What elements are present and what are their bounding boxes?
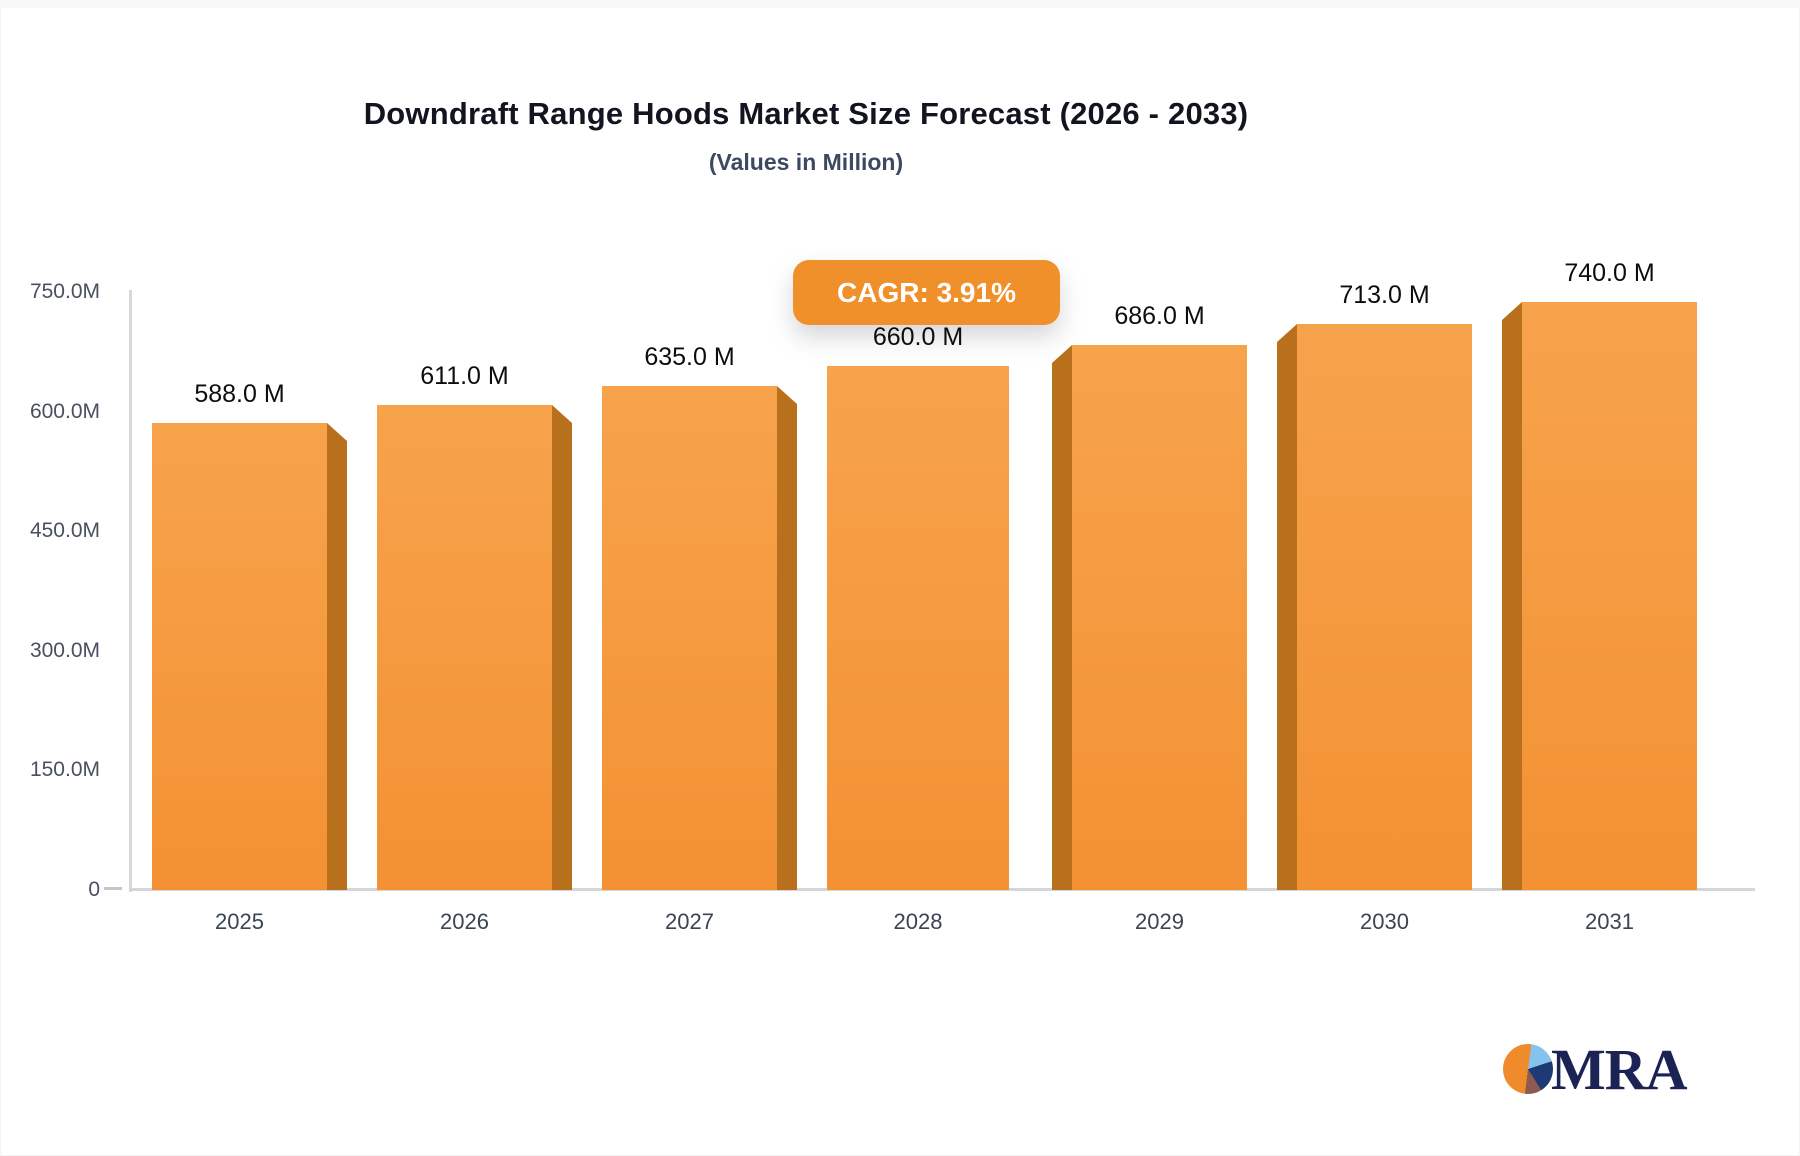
bar-face <box>1297 324 1472 890</box>
y-tick-450.0M: 450.0M <box>29 519 100 543</box>
bar-face <box>602 386 777 890</box>
x-label-2025: 2025 <box>215 909 264 934</box>
bar-3d-side <box>1502 302 1522 890</box>
zero-tick-dash <box>104 887 122 890</box>
page-top-strip <box>0 0 1800 8</box>
bar-2026[interactable] <box>377 405 572 890</box>
bar-face <box>1522 302 1697 890</box>
bar-3d-side <box>1277 324 1297 890</box>
bar-2030[interactable] <box>1277 324 1472 890</box>
y-tick-600.0M: 600.0M <box>29 399 100 423</box>
bar-face <box>152 423 327 890</box>
bar-face <box>1072 345 1247 890</box>
bar-value-2025: 588.0 M <box>194 380 285 408</box>
x-label-2027: 2027 <box>665 909 714 934</box>
bar-value-2029: 686.0 M <box>1114 302 1205 330</box>
bar-2031[interactable] <box>1502 302 1697 890</box>
chart-title: Downdraft Range Hoods Market Size Foreca… <box>363 96 1249 131</box>
y-tick-0: 0 <box>88 878 100 901</box>
bar-2029[interactable] <box>1052 345 1247 890</box>
bar-2027[interactable] <box>602 386 797 890</box>
bar-3d-side <box>552 405 572 890</box>
bar-value-2026: 611.0 M <box>420 362 509 390</box>
bar-value-2030: 713.0 M <box>1339 281 1430 309</box>
x-label-2031: 2031 <box>1585 909 1634 934</box>
x-label-2026: 2026 <box>440 909 489 934</box>
cagr-badge: CAGR: 3.91% <box>793 260 1060 325</box>
bar-3d-side <box>327 423 347 890</box>
bar-2028[interactable] <box>827 366 1009 890</box>
x-label-2030: 2030 <box>1360 909 1409 934</box>
bar-face <box>827 366 1009 890</box>
bar-face <box>377 405 552 890</box>
pie-chart-logo-icon <box>1503 1044 1553 1094</box>
bar-3d-side <box>777 386 797 890</box>
y-tick-300.0M: 300.0M <box>29 638 100 662</box>
mra-logo: MRA <box>1503 1036 1733 1106</box>
bar-value-2028: 660.0 M <box>872 323 964 351</box>
x-label-2029: 2029 <box>1135 909 1184 934</box>
bar-value-2031: 740.0 M <box>1564 259 1655 287</box>
bar-value-2027: 635.0 M <box>644 343 735 371</box>
y-axis-line <box>129 290 132 892</box>
y-tick-150.0M: 150.0M <box>29 758 100 782</box>
chart-subtitle: (Values in Million) <box>708 149 904 175</box>
bar-3d-side <box>1052 345 1072 890</box>
x-label-2028: 2028 <box>893 909 943 934</box>
y-tick-750.0M: 750.0M <box>29 280 100 303</box>
logo-text: MRA <box>1551 1037 1688 1102</box>
bar-2025[interactable] <box>152 423 347 890</box>
